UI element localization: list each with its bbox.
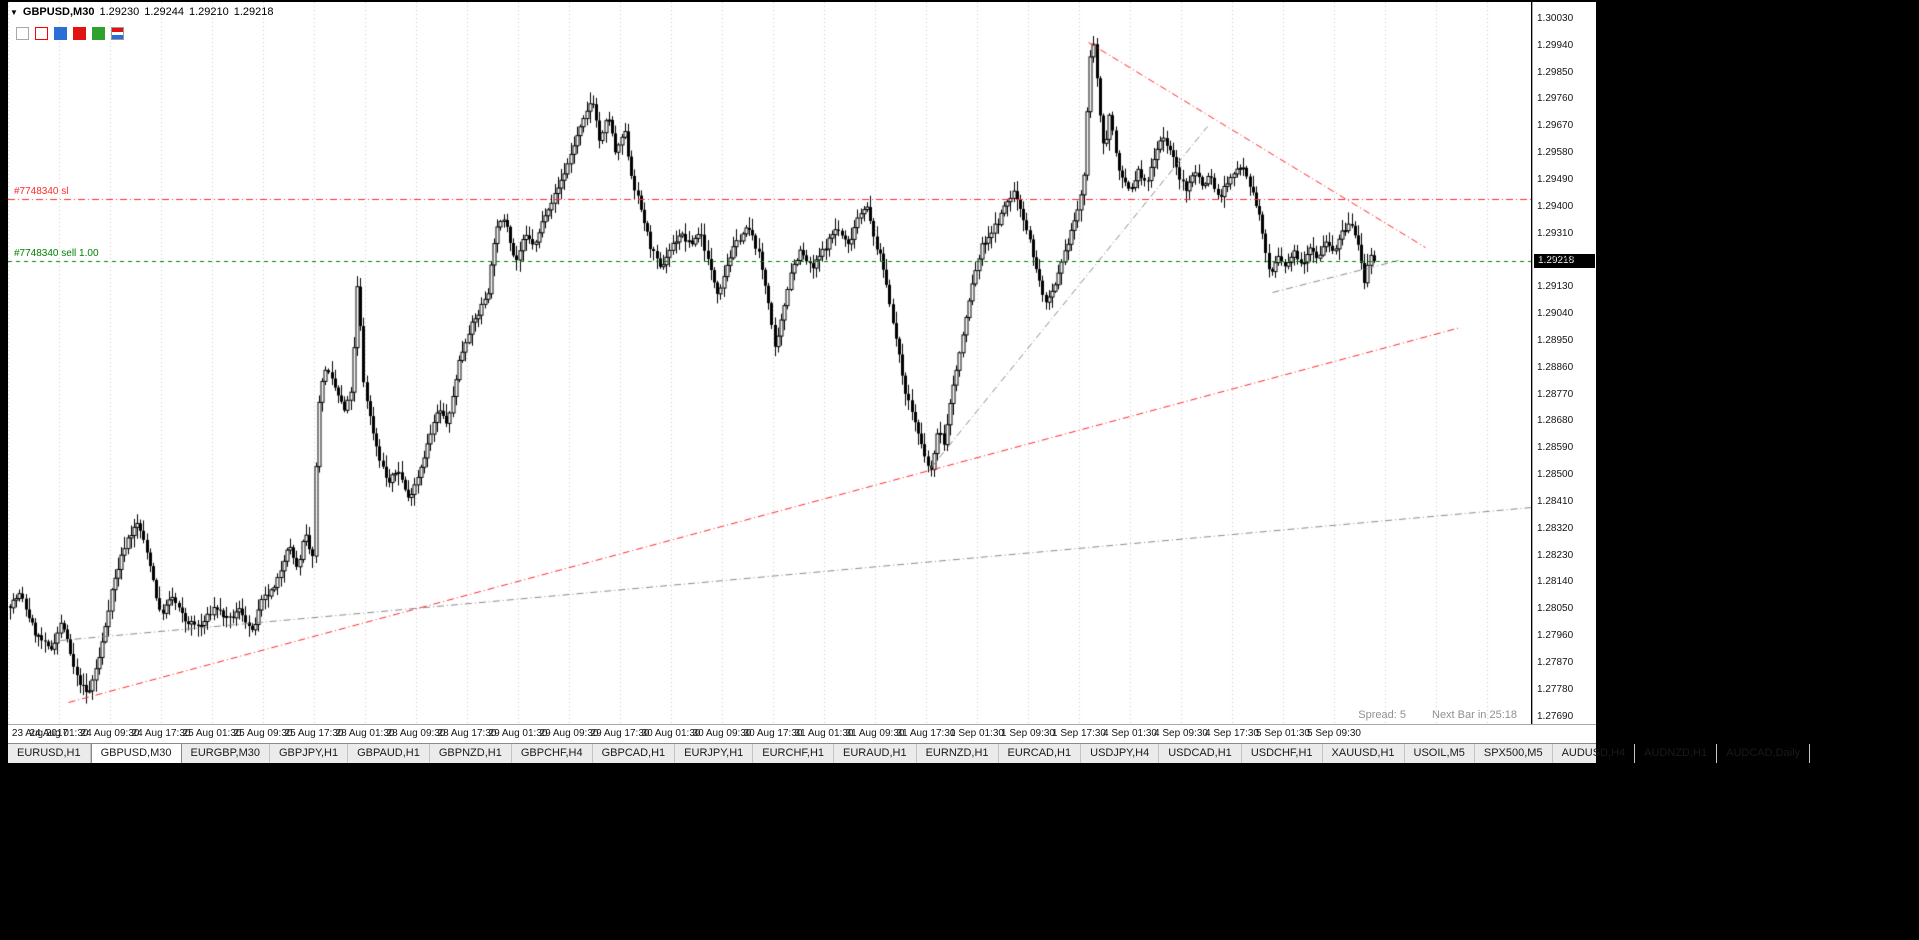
stop-loss-label[interactable]: #7748340 sl bbox=[14, 186, 69, 197]
chart-tab-eurusd-h1[interactable]: EURUSD,H1 bbox=[8, 744, 91, 763]
price-axis-label: 1.29850 bbox=[1537, 67, 1573, 78]
price-axis-label: 1.29220 bbox=[1537, 254, 1573, 265]
chart-pane: ▼ GBPUSD,M30 1.29230 1.29244 1.29210 1.2… bbox=[8, 2, 1531, 724]
next-bar-label: Next Bar in 25:18 bbox=[1432, 709, 1517, 721]
sell-position-label[interactable]: #7748340 sell 1.00 bbox=[14, 248, 99, 259]
symbol-info: ▼ GBPUSD,M30 1.29230 1.29244 1.29210 1.2… bbox=[10, 6, 274, 18]
symbol-timeframe-label: GBPUSD,M30 bbox=[23, 6, 95, 18]
chart-tab-spx500-m5[interactable]: SPX500,M5 bbox=[1475, 744, 1553, 763]
chart-tab-usdjpy-h4[interactable]: USDJPY,H4 bbox=[1081, 744, 1159, 763]
swatch-row bbox=[16, 27, 124, 40]
chart-tab-xauusd-h1[interactable]: XAUUSD,H1 bbox=[1323, 744, 1405, 763]
chart-tab-euraud-h1[interactable]: EURAUD,H1 bbox=[834, 744, 917, 763]
red-swatch-icon bbox=[73, 27, 86, 40]
price-axis-label: 1.29310 bbox=[1537, 228, 1573, 239]
quote-close: 1.29218 bbox=[234, 6, 274, 18]
price-axis-label: 1.29940 bbox=[1537, 40, 1573, 51]
chart-tab-eurchf-h1[interactable]: EURCHF,H1 bbox=[753, 744, 834, 763]
price-axis-label: 1.29490 bbox=[1537, 174, 1573, 185]
chart-canvas[interactable] bbox=[8, 2, 1531, 724]
price-axis-label: 1.29760 bbox=[1537, 93, 1573, 104]
quote-open: 1.29230 bbox=[99, 6, 139, 18]
price-axis-label: 1.27870 bbox=[1537, 657, 1573, 668]
chart-tab-usdcad-h1[interactable]: USDCAD,H1 bbox=[1159, 744, 1242, 763]
chart-tab-eurgbp-m30[interactable]: EURGBP,M30 bbox=[182, 744, 271, 763]
price-axis-label: 1.28140 bbox=[1537, 576, 1573, 587]
chart-tab-gbpaud-h1[interactable]: GBPAUD,H1 bbox=[348, 744, 430, 763]
chart-tab-gbpnzd-h1[interactable]: GBPNZD,H1 bbox=[430, 744, 512, 763]
blue-swatch-icon bbox=[54, 27, 67, 40]
price-axis-label: 1.30030 bbox=[1537, 13, 1573, 24]
price-axis-label: 1.28950 bbox=[1537, 335, 1573, 346]
price-axis[interactable]: 1.29218 1.300301.299401.298501.297601.29… bbox=[1532, 2, 1596, 724]
time-axis-label: 5 Sep 09:30 bbox=[1298, 728, 1370, 739]
chart-tab-audusd-h4[interactable]: AUDUSD,H4 bbox=[1553, 744, 1636, 763]
mt4-chart-window: ▼ GBPUSD,M30 1.29230 1.29244 1.29210 1.2… bbox=[0, 0, 1919, 940]
chart-tab-audnzd-h1[interactable]: AUDNZD,H1 bbox=[1635, 744, 1717, 763]
price-axis-label: 1.28230 bbox=[1537, 550, 1573, 561]
chart-tab-gbpcad-h1[interactable]: GBPCAD,H1 bbox=[593, 744, 676, 763]
chart-tab-audcad-daily[interactable]: AUDCAD,Daily bbox=[1717, 744, 1810, 763]
price-axis-label: 1.27960 bbox=[1537, 630, 1573, 641]
price-axis-label: 1.28860 bbox=[1537, 362, 1573, 373]
chart-tab-gbpjpy-h1[interactable]: GBPJPY,H1 bbox=[270, 744, 348, 763]
status-line: Spread: 5 Next Bar in 25:18 bbox=[1358, 709, 1517, 721]
time-axis[interactable]: 23 Aug 201724 Aug 01:3024 Aug 09:3024 Au… bbox=[8, 724, 1596, 743]
price-axis-label: 1.28410 bbox=[1537, 496, 1573, 507]
price-axis-label: 1.29580 bbox=[1537, 147, 1573, 158]
price-axis-label: 1.28590 bbox=[1537, 442, 1573, 453]
price-axis-label: 1.28770 bbox=[1537, 389, 1573, 400]
price-axis-label: 1.27690 bbox=[1537, 711, 1573, 722]
quote-high: 1.29244 bbox=[144, 6, 184, 18]
white-outline-swatch-icon bbox=[16, 27, 29, 40]
chart-tab-eurnzd-h1[interactable]: EURNZD,H1 bbox=[917, 744, 999, 763]
price-axis-label: 1.29400 bbox=[1537, 201, 1573, 212]
price-axis-label: 1.28320 bbox=[1537, 523, 1573, 534]
price-axis-label: 1.29130 bbox=[1537, 281, 1573, 292]
green-swatch-icon bbox=[92, 27, 105, 40]
quote-low: 1.29210 bbox=[189, 6, 229, 18]
tricolor-flag-swatch-icon bbox=[111, 27, 124, 40]
chart-tab-usdchf-h1[interactable]: USDCHF,H1 bbox=[1242, 744, 1323, 763]
price-axis-label: 1.28050 bbox=[1537, 603, 1573, 614]
spread-label: Spread: 5 bbox=[1358, 709, 1406, 721]
price-axis-label: 1.28680 bbox=[1537, 415, 1573, 426]
red-outline-swatch-icon bbox=[35, 27, 48, 40]
chart-tab-eurjpy-h1[interactable]: EURJPY,H1 bbox=[675, 744, 753, 763]
chart-tab-bar: EURUSD,H1GBPUSD,M30EURGBP,M30GBPJPY,H1GB… bbox=[8, 743, 1596, 763]
price-axis-label: 1.28500 bbox=[1537, 469, 1573, 480]
chart-tab-gbpusd-m30[interactable]: GBPUSD,M30 bbox=[91, 744, 182, 763]
price-axis-label: 1.27780 bbox=[1537, 684, 1573, 695]
chart-menu-dropdown-icon[interactable]: ▼ bbox=[10, 7, 18, 18]
price-axis-label: 1.29040 bbox=[1537, 308, 1573, 319]
chart-tab-eurcad-h1[interactable]: EURCAD,H1 bbox=[999, 744, 1082, 763]
chart-tab-gbpchf-h4[interactable]: GBPCHF,H4 bbox=[512, 744, 593, 763]
chart-tab-usoil-m5[interactable]: USOIL,M5 bbox=[1405, 744, 1475, 763]
price-axis-label: 1.29670 bbox=[1537, 120, 1573, 131]
